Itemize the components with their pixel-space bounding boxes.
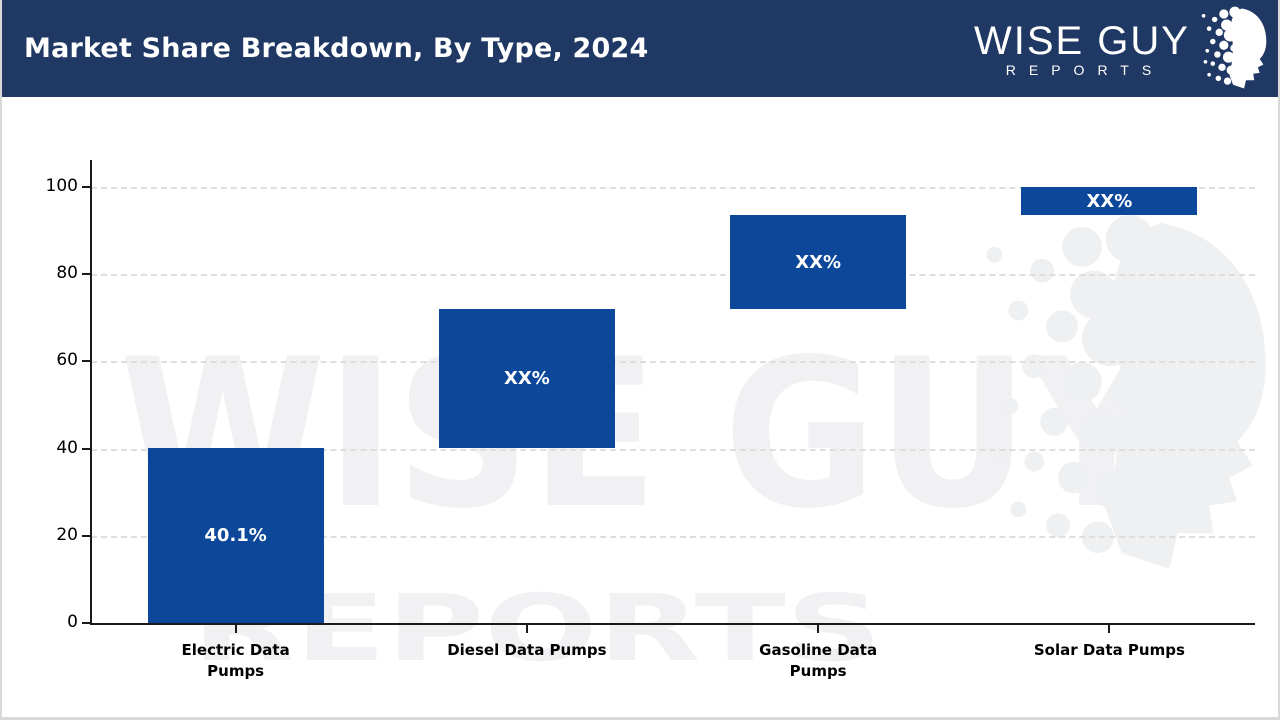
x-tick <box>1108 625 1111 633</box>
x-tick <box>817 625 820 633</box>
y-tick <box>82 273 90 276</box>
logo-text-reports: REPORTS <box>1005 61 1165 78</box>
y-tick <box>82 447 90 450</box>
x-tick <box>234 625 237 633</box>
bar-value-label: 40.1% <box>204 525 267 547</box>
y-tick-label: 80 <box>56 263 78 284</box>
y-tick-label: 100 <box>45 176 78 196</box>
bar: XX% <box>1021 187 1198 216</box>
y-tick-label: 0 <box>67 612 78 632</box>
bar: XX% <box>730 215 907 310</box>
gridline <box>91 535 1255 538</box>
x-axis <box>90 623 1255 625</box>
y-tick <box>82 534 90 537</box>
wiseguy-logo: WISE GUY REPORTS <box>974 6 1268 90</box>
logo-text-wiseguy: WISE GUY <box>973 18 1190 63</box>
y-tick-label: 60 <box>56 350 78 371</box>
bar: 40.1% <box>147 448 324 623</box>
bar-value-label: XX% <box>503 368 550 390</box>
gridline <box>91 274 1255 277</box>
category-label: Electric Data Pumps <box>181 641 290 680</box>
wiseguy-face-icon <box>1176 6 1268 90</box>
bar: XX% <box>438 309 615 449</box>
y-tick-label: 40 <box>56 437 78 458</box>
watermark-face-icon <box>874 215 1274 573</box>
gridline <box>91 187 1255 189</box>
bar-value-label: XX% <box>795 251 842 273</box>
chart-title: Market Share Breakdown, By Type, 2024 <box>24 33 649 64</box>
bar-value-label: XX% <box>1086 190 1133 212</box>
category-label: Solar Data Pumps <box>1033 641 1185 659</box>
chart-area: WISE GUY REPORTS 0 20 40 60 80 100 40.1% Electr… <box>2 97 1280 717</box>
y-tick-label: 20 <box>56 524 78 545</box>
logo-wordmark: WISE GUY REPORTS <box>974 19 1190 78</box>
gridline <box>91 448 1255 451</box>
y-tick <box>82 186 90 188</box>
y-tick <box>82 622 90 624</box>
category-label: Diesel Data Pumps <box>447 641 607 659</box>
y-axis <box>90 160 92 625</box>
category-label: Gasoline Data Pumps <box>759 641 878 680</box>
header-bar: Market Share Breakdown, By Type, 2024 WI… <box>2 0 1278 97</box>
y-tick <box>82 360 90 363</box>
x-tick <box>525 625 528 633</box>
gridline <box>91 361 1255 364</box>
